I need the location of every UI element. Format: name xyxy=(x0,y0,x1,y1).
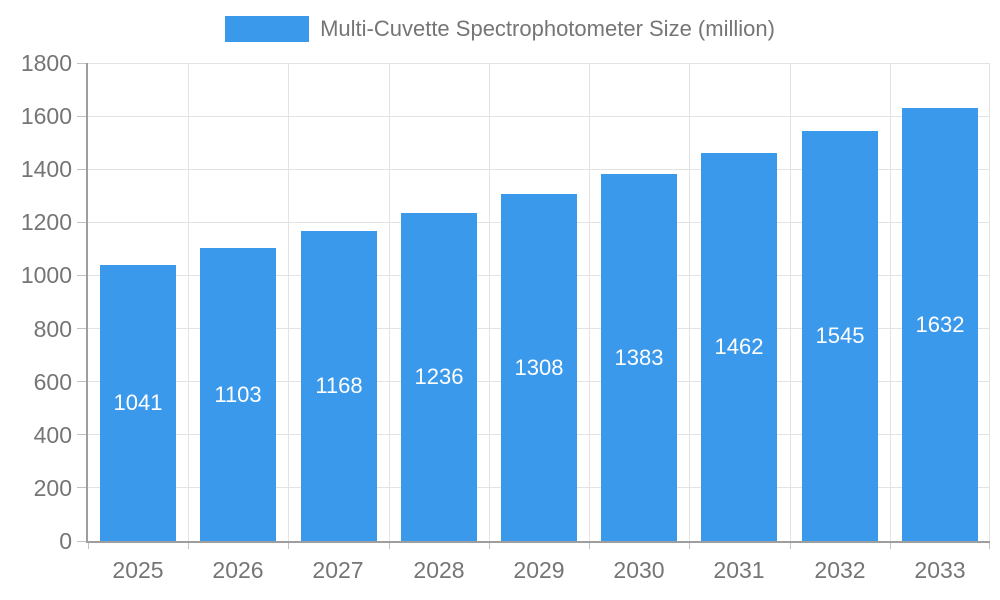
x-axis-label: 2032 xyxy=(814,557,866,583)
gridline-vertical xyxy=(489,63,490,541)
gridline-horizontal xyxy=(88,115,990,117)
x-axis-tick xyxy=(589,541,590,549)
legend-item[interactable]: Multi-Cuvette Spectrophotometer Size (mi… xyxy=(0,16,1000,42)
bar-value-label: 1308 xyxy=(514,354,564,380)
bar-value-label: 1545 xyxy=(815,323,865,348)
legend-label: Multi-Cuvette Spectrophotometer Size (mi… xyxy=(320,16,775,41)
bar[interactable]: 1168 xyxy=(301,231,377,541)
y-axis-tick xyxy=(77,221,86,223)
x-axis-tick xyxy=(790,541,791,549)
bar[interactable]: 1632 xyxy=(902,108,978,541)
x-axis-tick xyxy=(489,541,490,549)
bar[interactable]: 1041 xyxy=(100,265,176,541)
x-axis-label: 2026 xyxy=(212,557,264,583)
plot-area: 0 200 400 600 800 1000 1200 1400 1600 1800 1041 202… xyxy=(21,50,990,583)
gridline-vertical xyxy=(890,63,891,541)
y-axis-tick xyxy=(77,540,86,542)
x-axis-tick xyxy=(689,541,690,549)
x-axis-tick xyxy=(389,541,390,549)
bar[interactable]: 1383 xyxy=(601,174,677,541)
gridline-vertical xyxy=(389,63,390,541)
x-axis-tick xyxy=(288,541,289,549)
y-axis-label: 800 xyxy=(33,315,72,342)
y-axis-tick xyxy=(77,434,86,436)
y-axis-tick xyxy=(77,487,86,489)
y-axis-label: 1400 xyxy=(20,156,72,183)
x-axis-label: 2027 xyxy=(312,557,364,583)
y-axis-label: 400 xyxy=(33,421,72,448)
x-axis-label: 2029 xyxy=(513,557,565,583)
x-axis-label: 2030 xyxy=(613,557,665,583)
bar[interactable]: 1462 xyxy=(701,153,777,541)
bar-value-label: 1632 xyxy=(915,311,965,337)
bar-value-label: 1462 xyxy=(714,334,764,359)
y-axis-tick xyxy=(77,274,86,276)
y-axis-tick xyxy=(77,168,86,170)
gridline-vertical xyxy=(288,63,289,541)
y-axis-label: 1200 xyxy=(20,209,72,236)
bar[interactable]: 1545 xyxy=(802,131,878,541)
y-axis-label: 1000 xyxy=(20,262,72,289)
gridline-vertical xyxy=(589,63,590,541)
bar[interactable]: 1308 xyxy=(501,194,577,541)
y-axis-label: 1600 xyxy=(20,103,72,130)
bar[interactable]: 1236 xyxy=(401,213,477,541)
x-axis-label: 2033 xyxy=(914,557,966,583)
bar-value-label: 1103 xyxy=(214,381,262,407)
gridline-vertical xyxy=(188,63,189,541)
y-axis-label: 200 xyxy=(33,474,72,501)
x-axis-label: 2031 xyxy=(713,557,765,583)
x-axis-label: 2025 xyxy=(112,557,164,583)
gridline-vertical xyxy=(989,63,990,541)
y-axis-tick xyxy=(77,115,86,117)
gridline-vertical xyxy=(689,63,690,541)
x-axis-line xyxy=(86,541,990,543)
gridline-horizontal xyxy=(88,62,990,64)
gridline-horizontal xyxy=(88,168,990,170)
bar[interactable]: 1103 xyxy=(200,248,276,541)
gridline-vertical xyxy=(790,63,791,541)
x-axis-tick xyxy=(188,541,189,549)
y-axis-label: 1800 xyxy=(20,50,72,76)
y-axis-line xyxy=(86,63,88,541)
x-axis-label: 2028 xyxy=(413,557,465,583)
y-axis-label: 600 xyxy=(33,368,72,395)
x-axis-tick xyxy=(890,541,891,549)
x-axis-tick xyxy=(989,541,990,549)
bar-value-label: 1236 xyxy=(414,364,464,389)
bar-value-label: 1383 xyxy=(614,344,664,370)
y-axis-tick xyxy=(77,328,86,330)
legend-swatch-icon xyxy=(225,16,310,42)
x-axis-tick xyxy=(88,541,89,549)
y-axis-tick xyxy=(77,381,86,383)
y-axis-tick xyxy=(77,62,86,64)
y-axis-label: 0 xyxy=(59,528,72,554)
bar-value-label: 1168 xyxy=(315,373,363,398)
bar-value-label: 1041 xyxy=(113,390,163,415)
